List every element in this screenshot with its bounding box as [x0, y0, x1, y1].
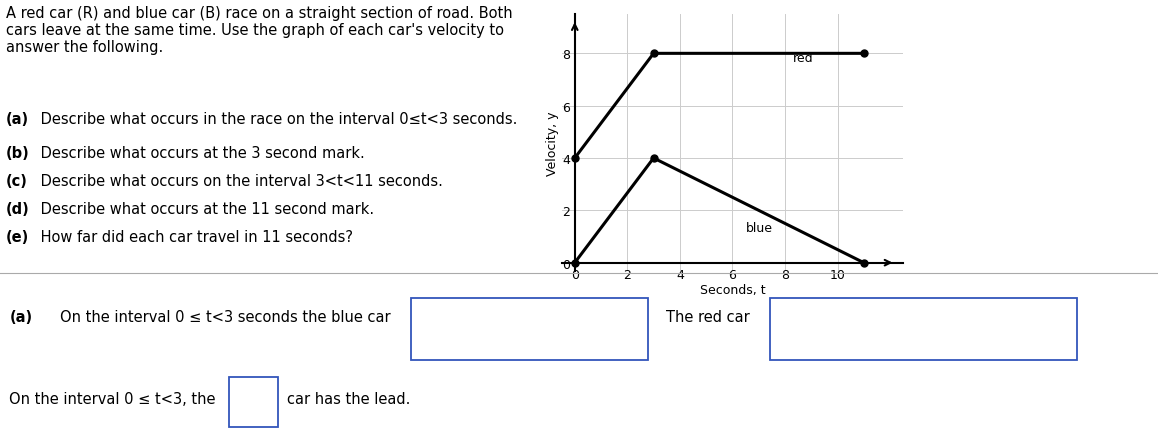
Text: A red car (R) and blue car (B) race on a straight section of road. Both
cars lea: A red car (R) and blue car (B) race on a…	[6, 6, 512, 55]
Text: (e): (e)	[6, 229, 29, 244]
Text: (d): (d)	[6, 201, 29, 216]
Text: ▼: ▼	[263, 396, 272, 408]
Text: On the interval 0 ≤ t<3, the: On the interval 0 ≤ t<3, the	[9, 391, 215, 406]
Text: How far did each car travel in 11 seconds?: How far did each car travel in 11 second…	[36, 229, 353, 244]
Text: red: red	[793, 52, 814, 64]
FancyBboxPatch shape	[229, 378, 278, 427]
Text: (b): (b)	[6, 145, 29, 160]
Text: blue: blue	[746, 221, 772, 234]
FancyBboxPatch shape	[770, 298, 1077, 360]
Text: (c): (c)	[6, 173, 28, 188]
FancyBboxPatch shape	[411, 298, 648, 360]
Text: (a): (a)	[9, 309, 32, 324]
Text: On the interval 0 ≤ t<3 seconds the blue car: On the interval 0 ≤ t<3 seconds the blue…	[60, 309, 391, 324]
Text: Describe what occurs at the 3 second mark.: Describe what occurs at the 3 second mar…	[36, 145, 365, 160]
X-axis label: Seconds, t: Seconds, t	[699, 284, 765, 297]
Text: Describe what occurs on the interval 3<t<11 seconds.: Describe what occurs on the interval 3<t…	[36, 173, 444, 188]
Text: ▼: ▼	[1054, 323, 1063, 336]
Text: Describe what occurs in the race on the interval 0≤t<3 seconds.: Describe what occurs in the race on the …	[36, 112, 518, 127]
Text: ▼: ▼	[625, 323, 635, 336]
Text: (a): (a)	[6, 112, 29, 127]
Text: car has the lead.: car has the lead.	[287, 391, 411, 406]
Y-axis label: Velocity, y: Velocity, y	[547, 111, 559, 175]
Text: The red car: The red car	[666, 309, 749, 324]
Text: Describe what occurs at the 11 second mark.: Describe what occurs at the 11 second ma…	[36, 201, 374, 216]
